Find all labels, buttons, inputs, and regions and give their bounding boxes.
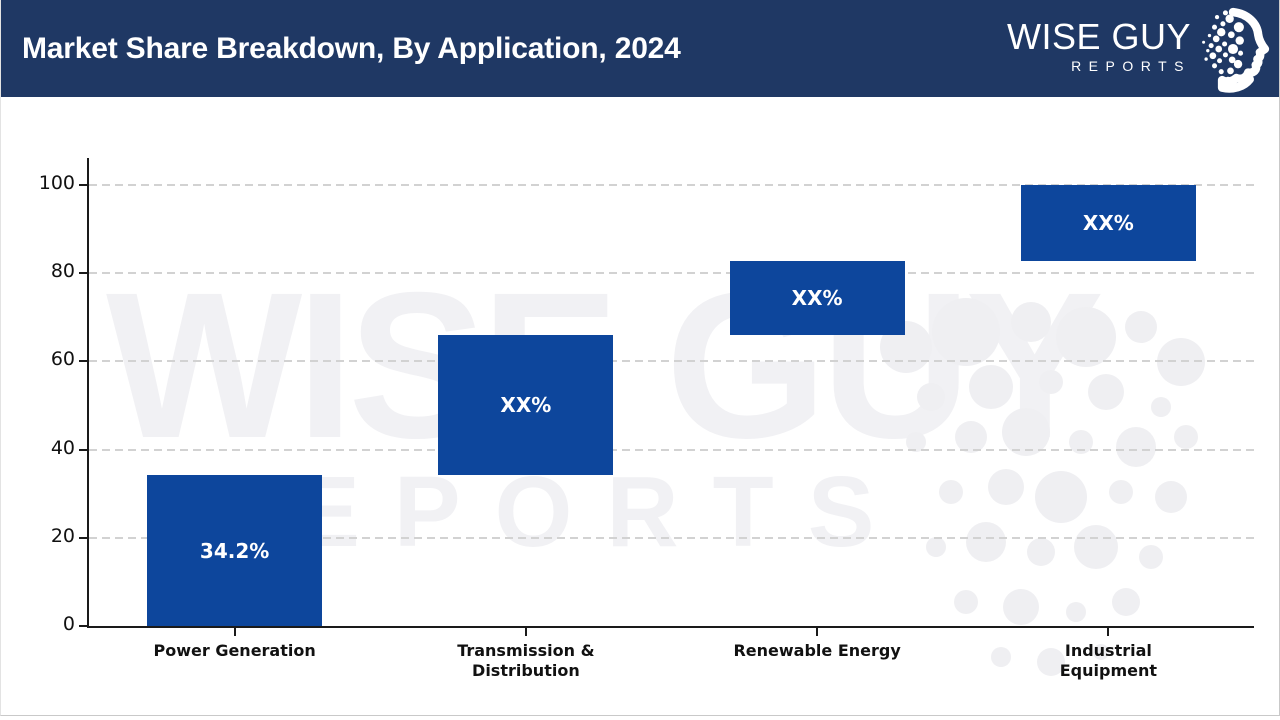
x-axis-line	[87, 626, 1254, 628]
grid-line	[89, 272, 1254, 275]
y-tick-label: 60	[50, 348, 75, 371]
grid-line	[89, 536, 1254, 539]
x-tick-label: Industrial Equipment	[1059, 641, 1158, 680]
y-tick-label: 80	[50, 260, 75, 283]
x-tick-mark	[1107, 628, 1110, 636]
plot: 0 20 40 60 80 100 34.2% Power Generation XX% Tran…	[1, 97, 1279, 715]
x-tick-label: Transmission & Distribution	[457, 641, 595, 680]
x-tick-mark	[816, 628, 819, 636]
brand-logo: WISE GUY REPORTS	[1007, 18, 1191, 75]
y-tick-label: 0	[62, 613, 75, 635]
x-tick-label: Power Generation	[153, 641, 316, 660]
bar: XX%	[438, 334, 614, 476]
bar: XX%	[1020, 185, 1196, 261]
x-tick-mark	[524, 628, 527, 636]
bar-value-label: XX%	[791, 285, 843, 310]
bar: XX%	[729, 260, 905, 335]
x-tick-mark	[233, 628, 236, 636]
y-axis-line	[87, 158, 89, 628]
bar: 34.2%	[147, 475, 323, 626]
grid-line	[89, 448, 1254, 451]
y-tick-mark	[79, 272, 87, 275]
header: Market Share Breakdown, By Application, …	[1, 0, 1279, 97]
brand-wordmark: WISE GUY	[1006, 16, 1191, 57]
y-tick-label: 100	[38, 172, 75, 194]
y-tick-mark	[79, 448, 87, 451]
y-tick-mark	[79, 184, 87, 186]
bar-value-label: XX%	[1082, 210, 1134, 235]
y-tick-mark	[79, 625, 87, 627]
page-title: Market Share Breakdown, By Application, …	[22, 31, 681, 65]
bar-value-label: 34.2%	[199, 538, 270, 563]
brand-subtitle: REPORTS	[1071, 58, 1191, 74]
x-tick-label: Renewable Energy	[733, 641, 901, 660]
y-tick-label: 40	[50, 436, 75, 459]
chart-area: WISE GUY REPORTS 0 20 40 60 80 100 34.2% Power …	[1, 97, 1279, 715]
watermark-face-dots	[880, 298, 1205, 676]
grid-line	[89, 360, 1254, 363]
y-tick-label: 20	[50, 524, 75, 547]
brand-face-icon	[1202, 7, 1270, 93]
grid-line	[89, 184, 1254, 186]
y-tick-mark	[79, 536, 87, 539]
bar-value-label: XX%	[500, 393, 552, 418]
y-tick-mark	[79, 360, 87, 363]
